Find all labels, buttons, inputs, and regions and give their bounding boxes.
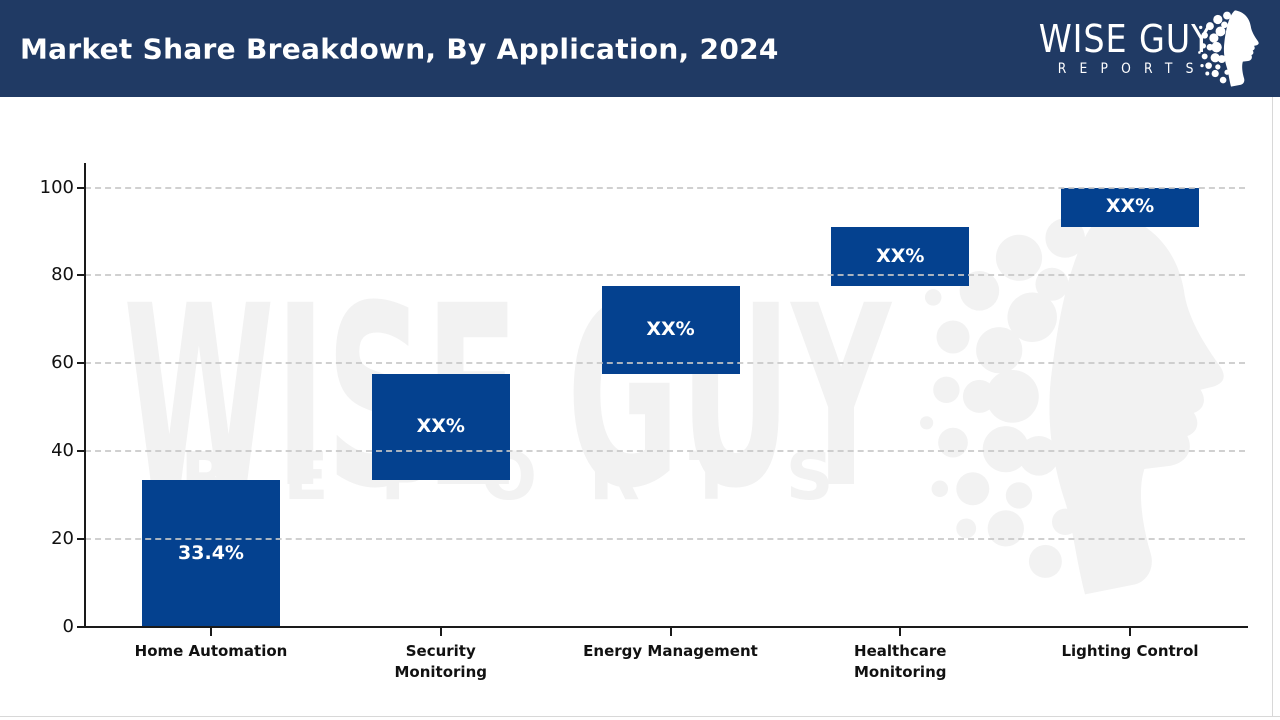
brand-wordmark: WISE GUY REPORTS: [1038, 20, 1212, 77]
bar-value-label: XX%: [876, 244, 925, 267]
bar-value-label: XX%: [646, 318, 695, 341]
bar-value-label: XX%: [416, 415, 465, 438]
gridline: [85, 274, 1245, 277]
brand-name: WISE GUY: [1038, 17, 1212, 61]
x-category-label: Energy Management: [561, 641, 781, 662]
gridline: [85, 538, 1245, 541]
bar-segment: [371, 373, 510, 481]
y-tick-label: 100: [39, 176, 74, 198]
x-category-label: Lighting Control: [1020, 641, 1240, 662]
y-axis-tick: [77, 626, 85, 628]
x-axis-line: [84, 626, 1248, 628]
x-category-label-line: Lighting Control: [1061, 642, 1199, 660]
bar-segment: [142, 480, 280, 627]
frame-right-line: [1272, 97, 1273, 717]
y-axis-line: [84, 163, 86, 628]
header: Market Share Breakdown, By Application, …: [0, 0, 1280, 97]
x-category-label: Security Monitoring: [331, 641, 551, 683]
y-tick-label: 60: [51, 352, 74, 374]
bar-value-label: 33.4%: [178, 541, 244, 564]
y-axis-tick: [77, 538, 85, 541]
x-category-label-line: Monitoring: [394, 663, 487, 681]
y-tick-label: 0: [62, 616, 74, 637]
x-category-label: Healthcare Monitoring: [790, 641, 1010, 683]
brand-logo: WISE GUY REPORTS: [1015, 6, 1264, 91]
x-category-label-line: Security: [405, 642, 476, 660]
x-category-label-line: Monitoring: [854, 663, 947, 681]
gridline: [85, 186, 1245, 189]
brand-subname: REPORTS: [1057, 61, 1207, 77]
y-axis-tick: [77, 186, 85, 189]
x-axis-tick: [1129, 628, 1131, 636]
y-axis-tick: [77, 362, 85, 365]
x-axis-tick: [669, 628, 672, 636]
y-tick-label: 80: [51, 264, 74, 286]
x-category-label-line: Healthcare: [854, 642, 947, 660]
x-axis-tick: [899, 628, 902, 636]
y-tick-label: 40: [51, 440, 74, 462]
x-category-label: Home Automation: [101, 641, 321, 662]
x-axis-tick: [210, 628, 212, 636]
x-category-label-line: Home Automation: [134, 642, 288, 660]
x-axis-tick: [439, 628, 442, 636]
y-axis-tick: [77, 450, 85, 453]
gridline: [85, 362, 1245, 365]
chart-area: WISE GUY REPORTS 0 20 40 60 80 100 33.4% Home A…: [0, 97, 1280, 720]
gridline: [85, 450, 1245, 453]
page-title: Market Share Breakdown, By Application, …: [20, 32, 779, 65]
frame-bottom-line: [0, 716, 1280, 717]
y-axis-tick: [77, 274, 85, 277]
x-category-label-line: Energy Management: [583, 642, 758, 660]
bar-segment: [601, 286, 740, 374]
bar-value-label: XX%: [1105, 195, 1155, 218]
y-tick-label: 20: [51, 528, 74, 550]
